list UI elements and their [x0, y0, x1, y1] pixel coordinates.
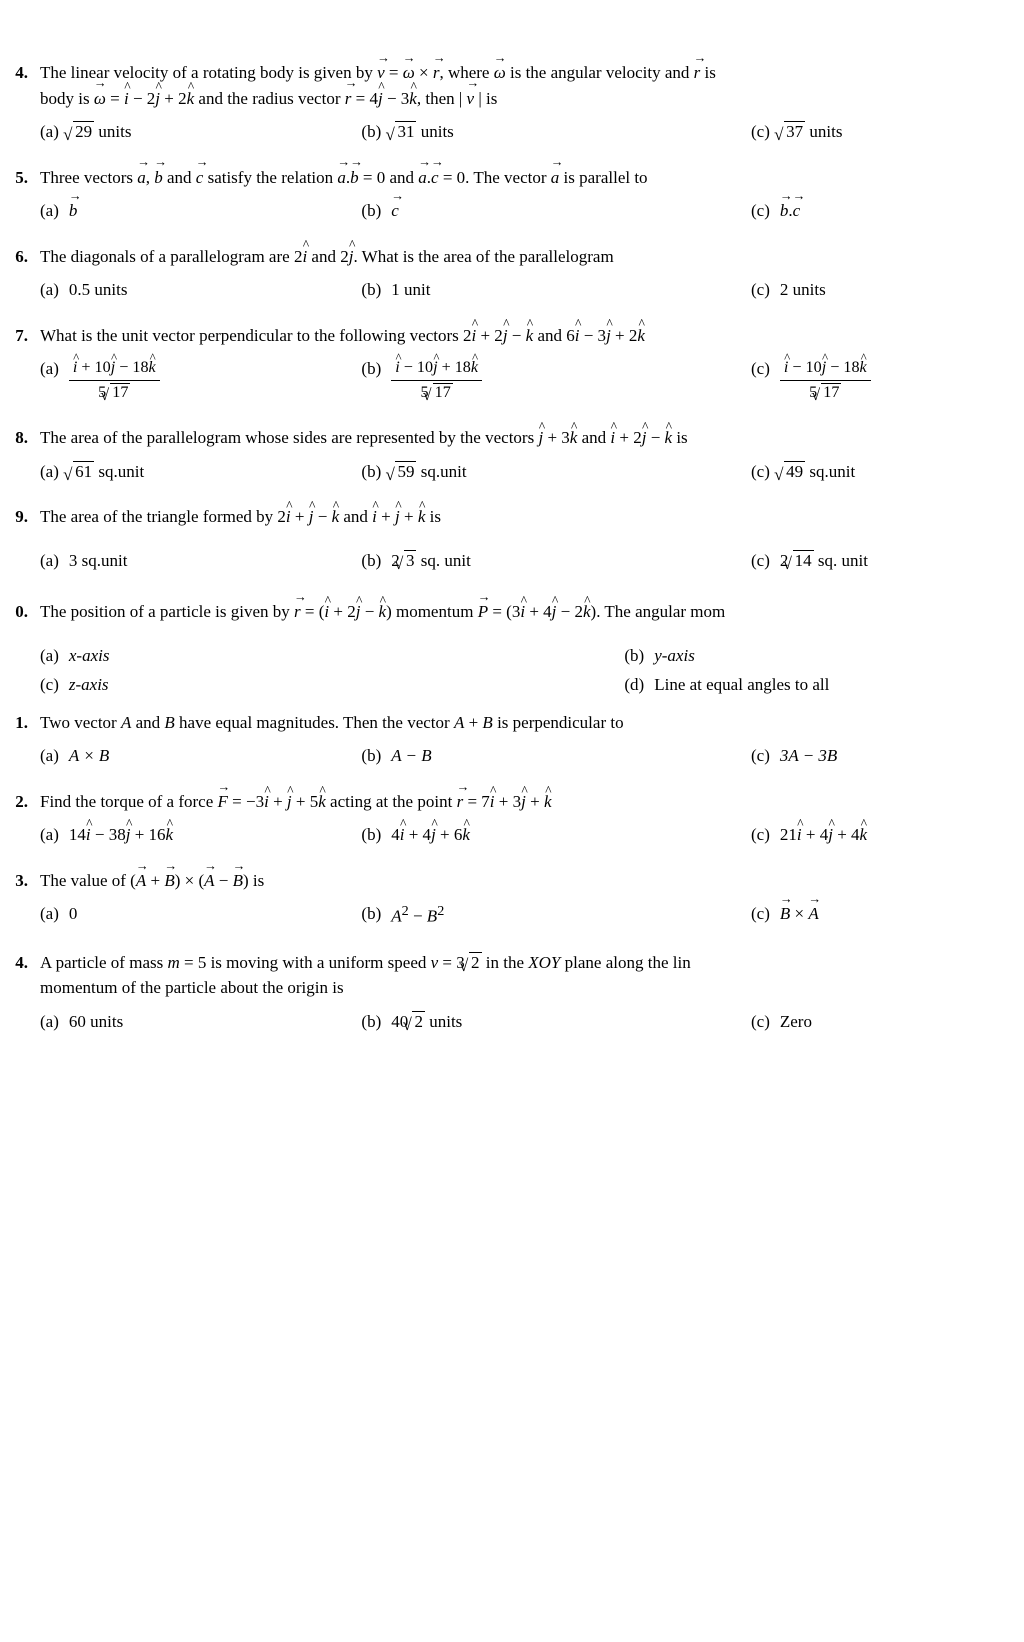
option-c: (c) 2 units — [751, 277, 1014, 303]
option-a: (a) 14i − 38j + 16k — [40, 822, 361, 848]
option-d: (d) Line at equal angles to all — [624, 672, 1014, 698]
options-row: (a) 3 sq.unit (b) 2 3 sq. unit (c) 2 14 … — [40, 548, 1014, 574]
question-11: 1. Two vector A and B have equal magnitu… — [0, 710, 1014, 777]
option-b: (b) 59 sq.unit — [361, 459, 751, 485]
question-number: 6. — [0, 244, 40, 311]
options-row: (a) 0.5 units (b) 1 unit (c) 2 units — [40, 277, 1014, 303]
option-c: (c) B × A — [751, 901, 1014, 929]
question-text: The position of a particle is given by r… — [40, 599, 1014, 625]
question-body: The area of the triangle formed by 2i + … — [40, 504, 1014, 581]
question-number: 5. — [0, 165, 40, 232]
question-number: 9. — [0, 504, 40, 581]
option-c: (c) 21i + 4j + 4k — [751, 822, 1014, 848]
question-10: 0. The position of a particle is given b… — [0, 599, 1014, 698]
question-text: The area of the triangle formed by 2i + … — [40, 504, 1014, 530]
option-c: (c) z-axis — [40, 672, 624, 698]
option-b: (b) 4i + 4j + 6k — [361, 822, 751, 848]
question-text: Three vectors a, b and c satisfy the rel… — [40, 165, 1014, 191]
question-number: 8. — [0, 425, 40, 492]
option-c: (c) Zero — [751, 1009, 1014, 1035]
options-row: (a) 29 units (b) 31 units (c) 37 units — [40, 119, 1014, 145]
question-body: The linear velocity of a rotating body i… — [40, 60, 1014, 153]
options-row: (a) 61 sq.unit (b) 59 sq.unit (c) 49 sq.… — [40, 459, 1014, 485]
option-c: (c) 3A − 3B — [751, 743, 1014, 769]
question-8: 8. The area of the parallelogram whose s… — [0, 425, 1014, 492]
question-body: A particle of mass m = 5 is moving with … — [40, 950, 1014, 1043]
question-body: What is the unit vector perpendicular to… — [40, 323, 1014, 414]
question-text: The linear velocity of a rotating body i… — [40, 60, 1014, 111]
options-row: (a) b (b) c (c) b.c — [40, 198, 1014, 224]
question-body: Two vector A and B have equal magnitudes… — [40, 710, 1014, 777]
option-c: (c) b.c — [751, 198, 1014, 224]
question-body: The area of the parallelogram whose side… — [40, 425, 1014, 492]
question-9: 9. The area of the triangle formed by 2i… — [0, 504, 1014, 581]
question-body: The value of (A + B) × (A − B) is (a) 0 … — [40, 868, 1014, 938]
options-row: (a) A × B (b) A − B (c) 3A − 3B — [40, 743, 1014, 769]
question-5: 5. Three vectors a, b and c satisfy the … — [0, 165, 1014, 232]
question-number: 1. — [0, 710, 40, 777]
question-number: 7. — [0, 323, 40, 414]
option-a: (a) 61 sq.unit — [40, 459, 361, 485]
options-row: (a) 60 units (b) 40 2 units (c) Zero — [40, 1009, 1014, 1035]
options-row: (a) i + 10j − 18k5 17 (b) i − 10j + 18k5… — [40, 356, 1014, 405]
question-body: Three vectors a, b and c satisfy the rel… — [40, 165, 1014, 232]
question-number: 4. — [0, 950, 40, 1043]
question-14: 4. A particle of mass m = 5 is moving wi… — [0, 950, 1014, 1043]
option-a: (a) 60 units — [40, 1009, 361, 1035]
question-7: 7. What is the unit vector perpendicular… — [0, 323, 1014, 414]
question-6: 6. The diagonals of a parallelogram are … — [0, 244, 1014, 311]
option-c: (c) 37 units — [751, 119, 1014, 145]
question-4: 4. The linear velocity of a rotating bod… — [0, 60, 1014, 153]
question-text: The area of the parallelogram whose side… — [40, 425, 1014, 451]
question-number: 0. — [0, 599, 40, 698]
question-body: Find the torque of a force F = −3i + j +… — [40, 789, 1014, 856]
option-a: (a) 0 — [40, 901, 361, 929]
question-number: 2. — [0, 789, 40, 856]
option-b: (b) 40 2 units — [361, 1009, 751, 1035]
option-c: (c) 49 sq.unit — [751, 459, 1014, 485]
option-b: (b) 31 units — [361, 119, 751, 145]
question-body: The position of a particle is given by r… — [40, 599, 1014, 698]
option-b: (b) y-axis — [624, 643, 1014, 669]
option-c: (c) 2 14 sq. unit — [751, 548, 1014, 574]
question-text: Two vector A and B have equal magnitudes… — [40, 710, 1014, 736]
option-a: (a) i + 10j − 18k5 17 — [40, 356, 361, 405]
option-a: (a) 0.5 units — [40, 277, 361, 303]
option-a: (a) A × B — [40, 743, 361, 769]
option-b: (b) i − 10j + 18k5 17 — [361, 356, 751, 405]
question-12: 2. Find the torque of a force F = −3i + … — [0, 789, 1014, 856]
question-text: What is the unit vector perpendicular to… — [40, 323, 1014, 349]
option-a: (a) 29 units — [40, 119, 361, 145]
option-c: (c) i − 10j − 18k5 17 — [751, 356, 1014, 405]
option-a: (a) 3 sq.unit — [40, 548, 361, 574]
question-body: The diagonals of a parallelogram are 2i … — [40, 244, 1014, 311]
question-text: The diagonals of a parallelogram are 2i … — [40, 244, 1014, 270]
question-number: 3. — [0, 868, 40, 938]
options-row: (a) 0 (b) A2 − B2 (c) B × A — [40, 901, 1014, 929]
option-b: (b) 1 unit — [361, 277, 751, 303]
option-b: (b) 2 3 sq. unit — [361, 548, 751, 574]
question-text: The value of (A + B) × (A − B) is — [40, 868, 1014, 894]
question-number: 4. — [0, 60, 40, 153]
question-13: 3. The value of (A + B) × (A − B) is (a)… — [0, 868, 1014, 938]
question-text: Find the torque of a force F = −3i + j +… — [40, 789, 1014, 815]
option-b: (b) A − B — [361, 743, 751, 769]
question-text: A particle of mass m = 5 is moving with … — [40, 950, 1014, 1001]
options-grid: (a) x-axis (b) y-axis (c) z-axis (d) Lin… — [40, 643, 1014, 698]
option-a: (a) b — [40, 198, 361, 224]
option-b: (b) c — [361, 198, 751, 224]
option-b: (b) A2 − B2 — [361, 901, 751, 929]
options-row: (a) 14i − 38j + 16k (b) 4i + 4j + 6k (c)… — [40, 822, 1014, 848]
option-a: (a) x-axis — [40, 643, 624, 669]
